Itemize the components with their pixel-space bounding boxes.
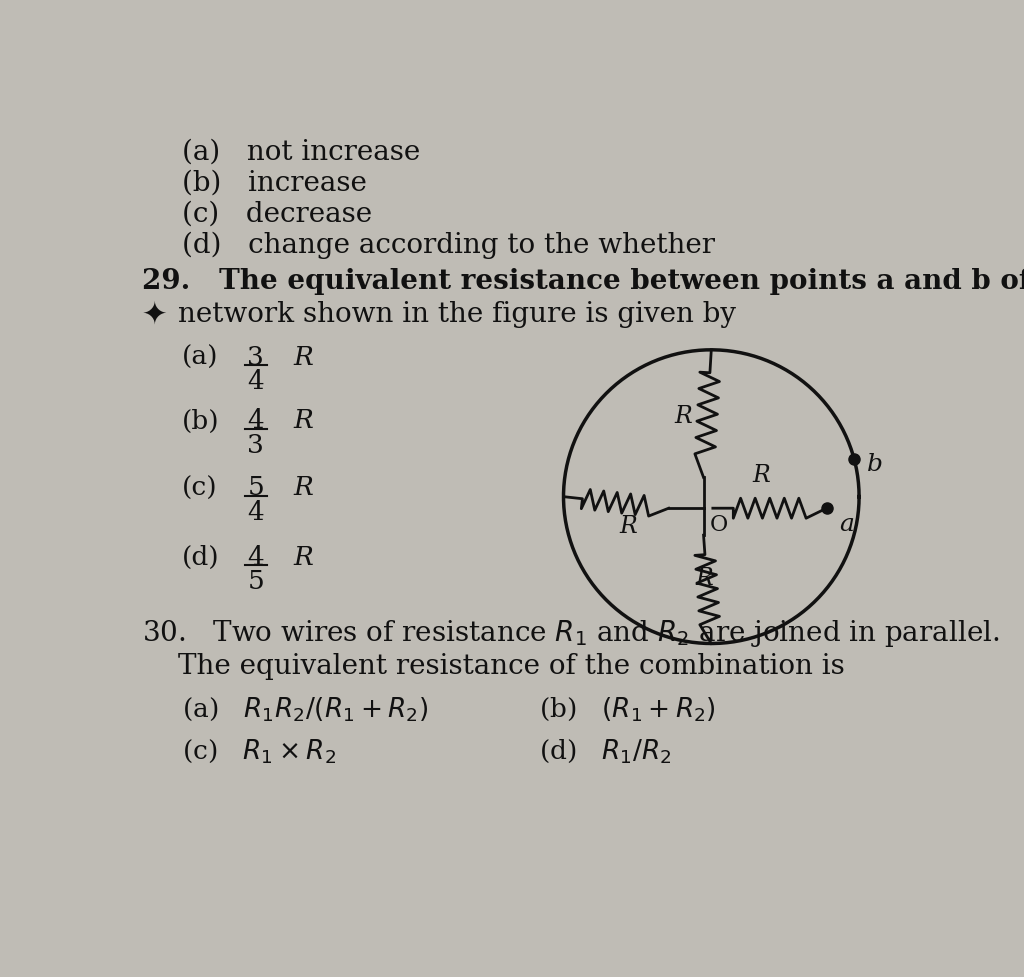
Text: a: a bbox=[839, 513, 854, 535]
Text: (c)   $R_1 \times R_2$: (c) $R_1 \times R_2$ bbox=[182, 737, 336, 764]
Text: The equivalent resistance of the combination is: The equivalent resistance of the combina… bbox=[178, 652, 845, 679]
Text: (a)   not increase: (a) not increase bbox=[182, 139, 421, 166]
Text: (a): (a) bbox=[182, 344, 219, 369]
Text: 4: 4 bbox=[248, 544, 264, 570]
Text: (a)   $R_1R_2/(R_1+R_2)$: (a) $R_1R_2/(R_1+R_2)$ bbox=[182, 694, 429, 722]
Text: (d): (d) bbox=[182, 544, 220, 570]
Text: 4: 4 bbox=[248, 408, 264, 433]
Text: R: R bbox=[294, 475, 313, 500]
Text: R: R bbox=[695, 567, 714, 589]
Text: R: R bbox=[294, 344, 313, 369]
Text: (c)   decrease: (c) decrease bbox=[182, 200, 373, 228]
Text: 30.   Two wires of resistance $R_1$ and $R_2$ are joined in parallel.: 30. Two wires of resistance $R_1$ and $R… bbox=[142, 617, 999, 648]
Text: network shown in the figure is given by: network shown in the figure is given by bbox=[178, 300, 736, 327]
Text: 3: 3 bbox=[248, 344, 264, 369]
Text: (d)   $R_1/R_2$: (d) $R_1/R_2$ bbox=[539, 737, 672, 764]
Text: ✦: ✦ bbox=[142, 300, 168, 329]
Text: (b)   $(R_1+R_2)$: (b) $(R_1+R_2)$ bbox=[539, 694, 716, 722]
Text: (c): (c) bbox=[182, 475, 218, 500]
Text: (b): (b) bbox=[182, 408, 220, 433]
Text: R: R bbox=[620, 514, 637, 537]
Text: 4: 4 bbox=[248, 499, 264, 525]
Text: 4: 4 bbox=[248, 368, 264, 394]
Text: O: O bbox=[710, 513, 728, 535]
Text: R: R bbox=[294, 544, 313, 570]
Text: 5: 5 bbox=[248, 475, 264, 500]
Text: R: R bbox=[753, 463, 770, 487]
Text: R: R bbox=[294, 408, 313, 433]
Text: (b)   increase: (b) increase bbox=[182, 170, 368, 196]
Text: R: R bbox=[674, 405, 692, 428]
Text: b: b bbox=[866, 453, 883, 476]
Text: (d)   change according to the whether: (d) change according to the whether bbox=[182, 232, 715, 258]
Text: 3: 3 bbox=[248, 433, 264, 457]
Text: 29.   The equivalent resistance between points a and b of a: 29. The equivalent resistance between po… bbox=[142, 268, 1024, 294]
Text: 5: 5 bbox=[248, 569, 264, 594]
